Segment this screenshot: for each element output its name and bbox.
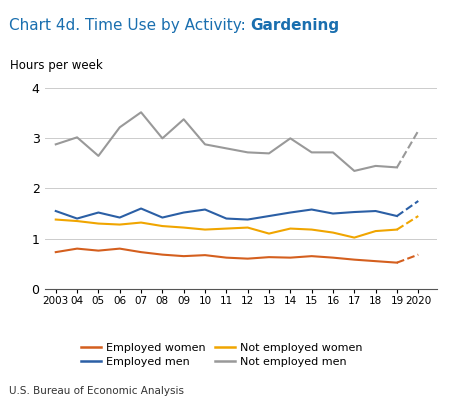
Text: Hours per week: Hours per week xyxy=(10,59,102,72)
Legend: Employed women, Employed men, Not employed women, Not employed men: Employed women, Employed men, Not employ… xyxy=(76,338,367,372)
Text: U.S. Bureau of Economic Analysis: U.S. Bureau of Economic Analysis xyxy=(9,386,184,396)
Text: Chart 4d. Time Use by Activity:: Chart 4d. Time Use by Activity: xyxy=(9,18,251,33)
Text: Gardening: Gardening xyxy=(251,18,340,33)
